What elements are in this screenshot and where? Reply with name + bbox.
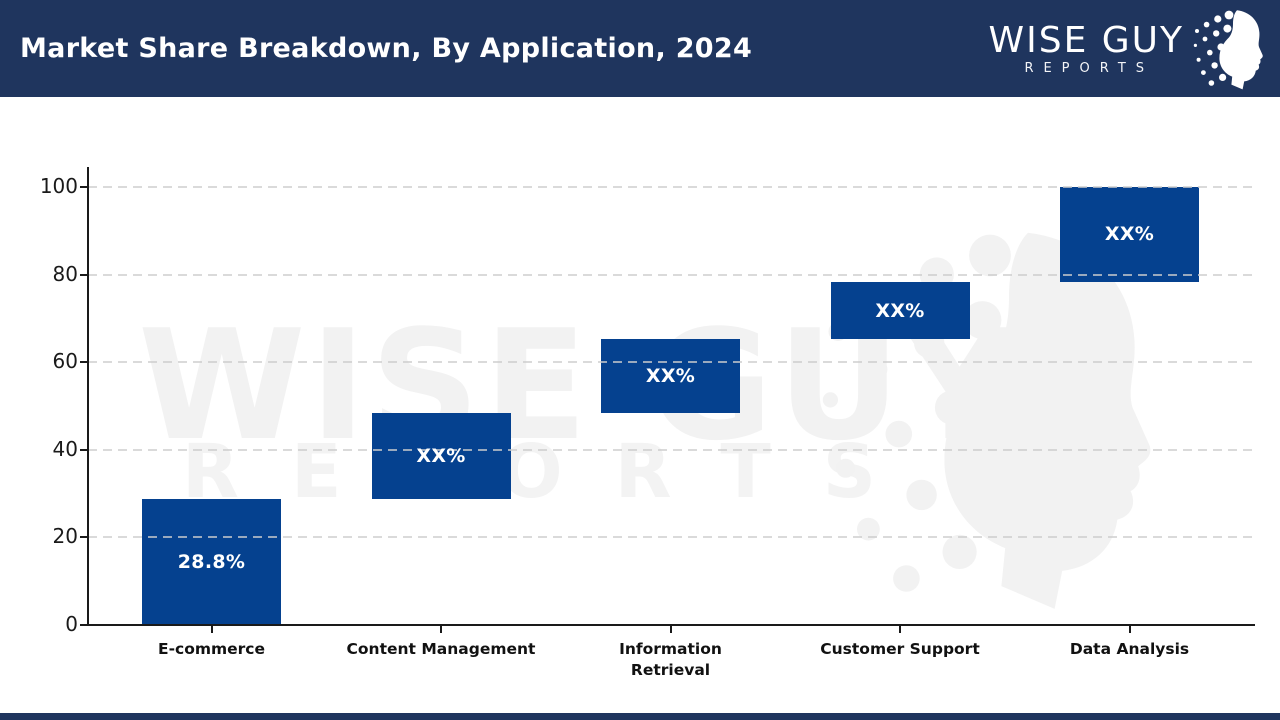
gridline [88,186,1255,188]
gridline [88,273,1255,276]
x-axis-category-label: Information Retrieval [619,640,722,679]
bar-value-label: 28.8% [177,550,246,573]
x-axis-tick [899,625,901,633]
logo-wise-guy-text: WISE GUY [988,19,1184,61]
y-axis-tick [80,361,87,364]
gridline [88,448,1255,451]
bar-value-label: XX% [1104,223,1155,246]
bar-value-label: XX% [645,365,696,388]
wiseguy-logo: WISE GUY REPORTS [989,6,1271,92]
wiseguy-head-icon [1193,10,1263,90]
y-axis-line [87,167,89,625]
gridline [88,361,1255,364]
y-axis-tick-label: 0 [65,612,78,636]
y-axis-tick-label: 60 [52,349,78,374]
logo-reports-text: REPORTS [1024,61,1155,77]
x-axis-category-label: Customer Support [820,640,980,658]
x-axis-category-label: E-commerce [157,640,266,658]
x-axis-category-label: Content Management [346,640,536,658]
chart-title: Market Share Breakdown, By Application, … [20,33,753,64]
y-axis-tick-label: 100 [39,174,78,198]
bar [601,339,740,414]
bar [371,413,511,499]
wiseguy-logo-text: WISE GUY REPORTS [988,19,1185,77]
bar-value-label: XX% [416,445,466,468]
footer-bar [0,713,1280,720]
y-axis-tick [80,448,87,451]
y-axis-tick [80,624,87,626]
chart-area: WISE GUY REPORTS 28.8% XX% XX% XX% XX% 0 20 40 6… [0,97,1280,713]
y-axis-tick [80,186,87,188]
y-axis-tick-label: 80 [52,261,78,286]
x-axis-tick [669,625,672,633]
x-axis-tick [210,625,213,633]
x-axis-line [87,624,1255,626]
bar [142,498,281,625]
header-bar: Market Share Breakdown, By Application, … [0,0,1280,97]
y-axis-tick [80,536,87,539]
y-axis-tick-label: 40 [52,436,78,461]
y-axis-tick [80,273,87,276]
bar-value-label: XX% [875,299,925,322]
gridline [88,536,1255,539]
plot: 28.8% XX% XX% XX% XX% 0 20 40 60 80 100 E-commerce C… [0,97,1280,713]
y-axis-tick-label: 20 [52,524,78,549]
x-axis-tick [1128,625,1131,633]
x-axis-tick [440,625,442,633]
x-axis-category-label: Data Analysis [1069,640,1190,658]
